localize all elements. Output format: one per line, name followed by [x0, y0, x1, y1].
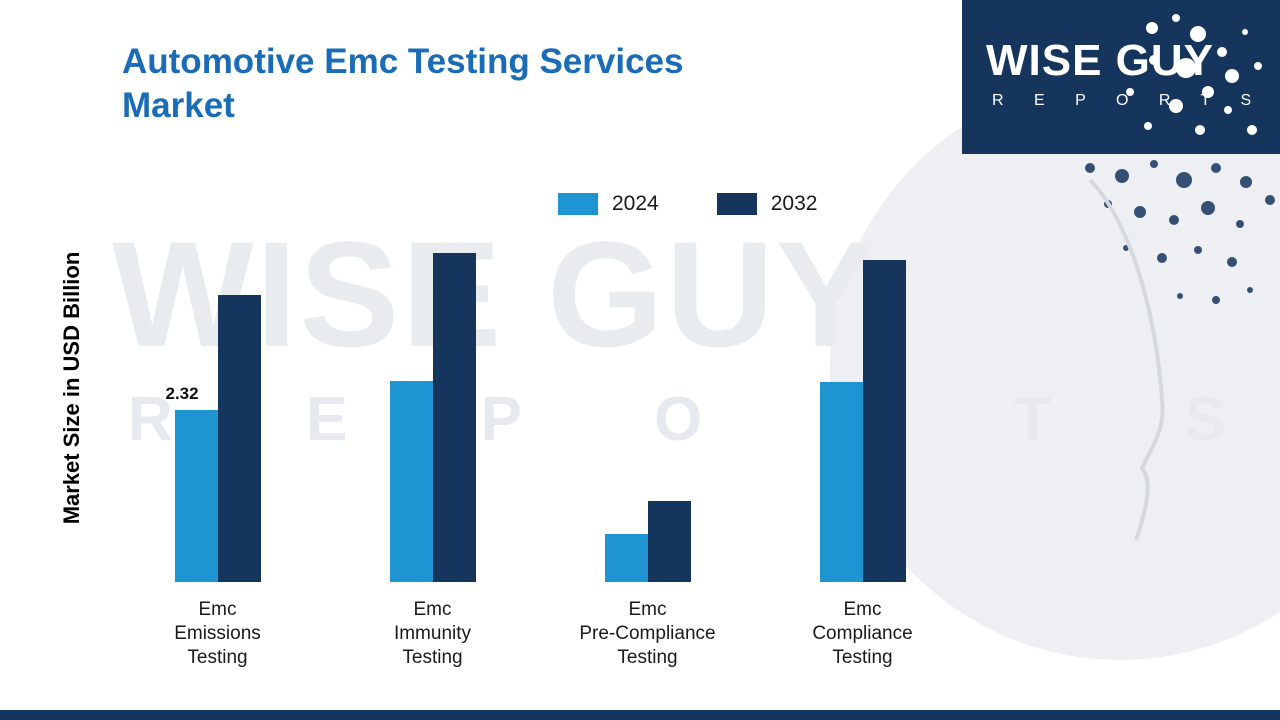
- bar-2032-emc-pre-compliance-testing: [647, 501, 691, 582]
- bar-group: Emc Compliance Testing: [755, 212, 970, 668]
- bar-value-label: 2.32: [165, 384, 199, 403]
- legend-label-2032: 2032: [770, 192, 818, 215]
- legend-item-2024: 2024: [558, 192, 659, 216]
- logo-subtext: R E P O R T S: [992, 92, 1265, 109]
- footer-bar: [0, 710, 1280, 720]
- legend-item-2032: 2032: [716, 192, 818, 216]
- page-title: Automotive Emc Testing Services Market: [122, 42, 684, 125]
- bar-group: Emc Pre-Compliance Testing: [540, 212, 755, 668]
- bar-2024-emc-pre-compliance-testing: [604, 534, 648, 582]
- category-label: Emc Emissions Testing: [174, 599, 261, 668]
- bar-2024-emc-emissions-testing: [174, 410, 218, 582]
- bar-2032-emc-immunity-testing: [432, 253, 476, 582]
- bar-2024-emc-compliance-testing: [819, 382, 863, 582]
- brand-logo: WISE GUY R E P O R T S: [962, 0, 1280, 154]
- legend-label-2024: 2024: [612, 192, 659, 215]
- bar-2024-emc-immunity-testing: [389, 381, 433, 582]
- chart-legend: 2024 2032: [558, 192, 817, 216]
- bar-2032-emc-emissions-testing: [217, 295, 261, 582]
- category-label: Emc Compliance Testing: [812, 599, 913, 668]
- watermark-line2: R E P O R T S: [128, 385, 1280, 454]
- legend-swatch-2024: [558, 193, 598, 215]
- bar-chart: 2.32 Emc Emissions Testing Emc Immunity Testin…: [110, 212, 970, 668]
- logo-wordmark: WISE GUY: [986, 36, 1215, 85]
- category-label: Emc Immunity Testing: [393, 599, 472, 668]
- legend-swatch-2032: [716, 193, 757, 215]
- bar-group: Emc Immunity Testing: [325, 212, 540, 668]
- bar-2032-emc-compliance-testing: [862, 260, 906, 582]
- bar-group: 2.32 Emc Emissions Testing: [110, 212, 325, 668]
- y-axis-label: Market Size in USD Billion: [59, 251, 84, 525]
- category-label: Emc Pre-Compliance Testing: [579, 599, 716, 668]
